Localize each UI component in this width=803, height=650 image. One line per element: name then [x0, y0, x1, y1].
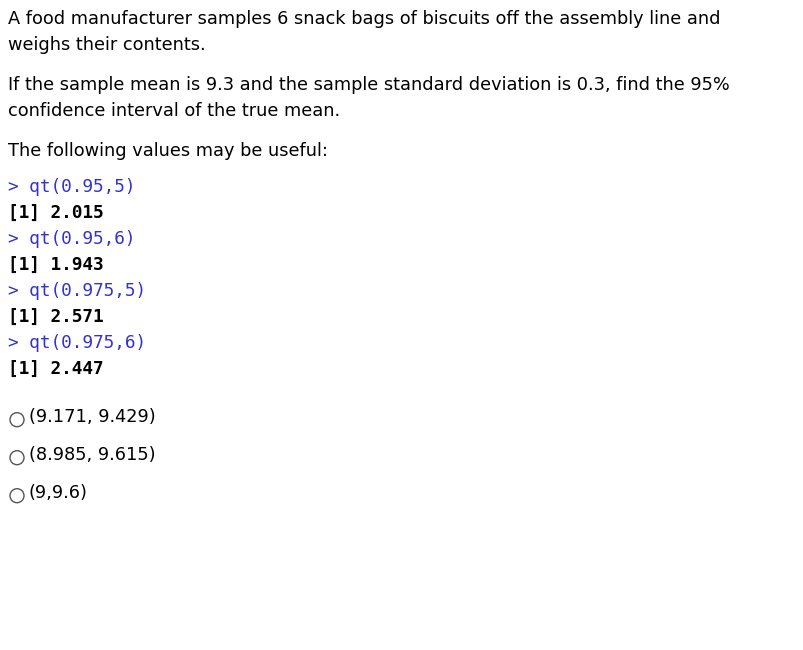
Text: > qt(0.975,5): > qt(0.975,5): [8, 282, 146, 300]
Text: If the sample mean is 9.3 and the sample standard deviation is 0.3, find the 95%: If the sample mean is 9.3 and the sample…: [8, 76, 729, 94]
Text: The following values may be useful:: The following values may be useful:: [8, 142, 328, 160]
Text: [1] 2.447: [1] 2.447: [8, 360, 104, 378]
Text: [1] 2.015: [1] 2.015: [8, 204, 104, 222]
Text: A food manufacturer samples 6 snack bags of biscuits off the assembly line and: A food manufacturer samples 6 snack bags…: [8, 10, 719, 28]
Text: (8.985, 9.615): (8.985, 9.615): [29, 446, 156, 464]
Text: confidence interval of the true mean.: confidence interval of the true mean.: [8, 102, 340, 120]
Text: (9.171, 9.429): (9.171, 9.429): [29, 408, 156, 426]
Text: > qt(0.975,6): > qt(0.975,6): [8, 334, 146, 352]
Text: > qt(0.95,6): > qt(0.95,6): [8, 230, 136, 248]
Text: > qt(0.95,5): > qt(0.95,5): [8, 178, 136, 196]
Text: [1] 1.943: [1] 1.943: [8, 256, 104, 274]
Text: weighs their contents.: weighs their contents.: [8, 36, 206, 54]
Text: (9,9.6): (9,9.6): [29, 484, 88, 502]
Text: [1] 2.571: [1] 2.571: [8, 308, 104, 326]
